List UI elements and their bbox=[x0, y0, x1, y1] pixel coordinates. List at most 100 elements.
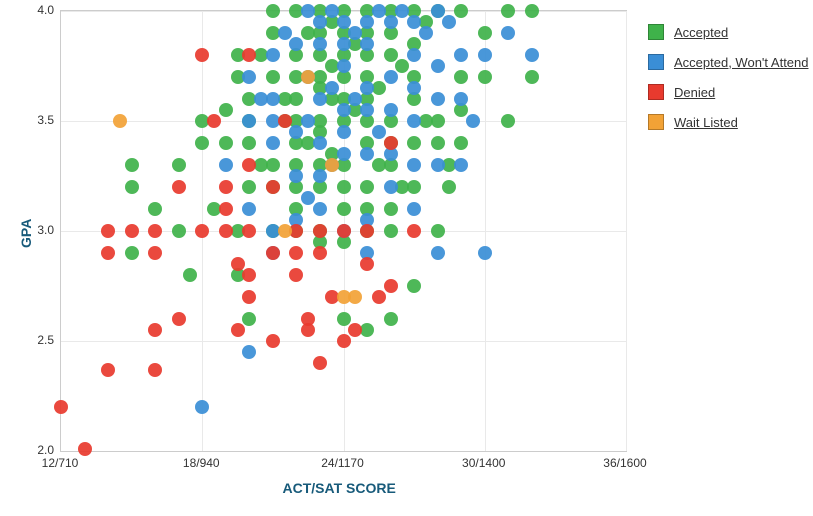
data-point[interactable] bbox=[431, 224, 445, 238]
data-point[interactable] bbox=[125, 158, 139, 172]
data-point[interactable] bbox=[478, 48, 492, 62]
data-point[interactable] bbox=[266, 48, 280, 62]
data-point[interactable] bbox=[242, 290, 256, 304]
data-point[interactable] bbox=[466, 114, 480, 128]
data-point[interactable] bbox=[384, 70, 398, 84]
data-point[interactable] bbox=[372, 125, 386, 139]
data-point[interactable] bbox=[242, 180, 256, 194]
data-point[interactable] bbox=[454, 4, 468, 18]
data-point[interactable] bbox=[266, 92, 280, 106]
data-point[interactable] bbox=[148, 246, 162, 260]
data-point[interactable] bbox=[172, 224, 186, 238]
data-point[interactable] bbox=[360, 257, 374, 271]
data-point[interactable] bbox=[337, 59, 351, 73]
data-point[interactable] bbox=[431, 136, 445, 150]
data-point[interactable] bbox=[442, 15, 456, 29]
data-point[interactable] bbox=[407, 48, 421, 62]
data-point[interactable] bbox=[384, 15, 398, 29]
data-point[interactable] bbox=[478, 246, 492, 260]
data-point[interactable] bbox=[313, 15, 327, 29]
data-point[interactable] bbox=[148, 323, 162, 337]
data-point[interactable] bbox=[407, 224, 421, 238]
data-point[interactable] bbox=[242, 114, 256, 128]
data-point[interactable] bbox=[348, 92, 362, 106]
data-point[interactable] bbox=[172, 180, 186, 194]
data-point[interactable] bbox=[301, 70, 315, 84]
data-point[interactable] bbox=[360, 103, 374, 117]
data-point[interactable] bbox=[289, 37, 303, 51]
data-point[interactable] bbox=[348, 26, 362, 40]
data-point[interactable] bbox=[348, 290, 362, 304]
data-point[interactable] bbox=[195, 48, 209, 62]
data-point[interactable] bbox=[478, 26, 492, 40]
data-point[interactable] bbox=[384, 180, 398, 194]
legend-item-wait-listed[interactable]: Wait Listed bbox=[648, 114, 809, 130]
data-point[interactable] bbox=[337, 224, 351, 238]
data-point[interactable] bbox=[313, 246, 327, 260]
data-point[interactable] bbox=[372, 290, 386, 304]
data-point[interactable] bbox=[266, 70, 280, 84]
data-point[interactable] bbox=[242, 158, 256, 172]
data-point[interactable] bbox=[313, 169, 327, 183]
data-point[interactable] bbox=[289, 169, 303, 183]
data-point[interactable] bbox=[454, 158, 468, 172]
data-point[interactable] bbox=[313, 224, 327, 238]
data-point[interactable] bbox=[266, 158, 280, 172]
data-point[interactable] bbox=[431, 59, 445, 73]
data-point[interactable] bbox=[242, 70, 256, 84]
data-point[interactable] bbox=[242, 136, 256, 150]
data-point[interactable] bbox=[219, 202, 233, 216]
data-point[interactable] bbox=[325, 158, 339, 172]
data-point[interactable] bbox=[301, 4, 315, 18]
data-point[interactable] bbox=[301, 191, 315, 205]
data-point[interactable] bbox=[478, 70, 492, 84]
data-point[interactable] bbox=[266, 4, 280, 18]
data-point[interactable] bbox=[125, 180, 139, 194]
data-point[interactable] bbox=[266, 334, 280, 348]
data-point[interactable] bbox=[289, 92, 303, 106]
data-point[interactable] bbox=[125, 246, 139, 260]
data-point[interactable] bbox=[525, 70, 539, 84]
legend-item-accepted-wont-attend[interactable]: Accepted, Won't Attend bbox=[648, 54, 809, 70]
data-point[interactable] bbox=[242, 312, 256, 326]
data-point[interactable] bbox=[442, 180, 456, 194]
data-point[interactable] bbox=[266, 136, 280, 150]
data-point[interactable] bbox=[313, 37, 327, 51]
data-point[interactable] bbox=[407, 136, 421, 150]
data-point[interactable] bbox=[431, 4, 445, 18]
data-point[interactable] bbox=[313, 202, 327, 216]
data-point[interactable] bbox=[395, 59, 409, 73]
data-point[interactable] bbox=[278, 224, 292, 238]
data-point[interactable] bbox=[337, 180, 351, 194]
data-point[interactable] bbox=[242, 48, 256, 62]
data-point[interactable] bbox=[325, 4, 339, 18]
data-point[interactable] bbox=[407, 81, 421, 95]
data-point[interactable] bbox=[125, 224, 139, 238]
data-point[interactable] bbox=[266, 180, 280, 194]
data-point[interactable] bbox=[231, 323, 245, 337]
data-point[interactable] bbox=[289, 125, 303, 139]
data-point[interactable] bbox=[372, 4, 386, 18]
data-point[interactable] bbox=[289, 268, 303, 282]
data-point[interactable] bbox=[384, 48, 398, 62]
data-point[interactable] bbox=[337, 334, 351, 348]
data-point[interactable] bbox=[525, 4, 539, 18]
data-point[interactable] bbox=[501, 4, 515, 18]
data-point[interactable] bbox=[278, 26, 292, 40]
data-point[interactable] bbox=[78, 442, 92, 456]
data-point[interactable] bbox=[195, 136, 209, 150]
data-point[interactable] bbox=[231, 257, 245, 271]
data-point[interactable] bbox=[101, 224, 115, 238]
data-point[interactable] bbox=[101, 246, 115, 260]
data-point[interactable] bbox=[384, 224, 398, 238]
data-point[interactable] bbox=[384, 202, 398, 216]
data-point[interactable] bbox=[172, 312, 186, 326]
data-point[interactable] bbox=[195, 224, 209, 238]
data-point[interactable] bbox=[360, 147, 374, 161]
data-point[interactable] bbox=[313, 136, 327, 150]
data-point[interactable] bbox=[266, 246, 280, 260]
data-point[interactable] bbox=[148, 202, 162, 216]
data-point[interactable] bbox=[454, 136, 468, 150]
data-point[interactable] bbox=[384, 103, 398, 117]
data-point[interactable] bbox=[407, 202, 421, 216]
